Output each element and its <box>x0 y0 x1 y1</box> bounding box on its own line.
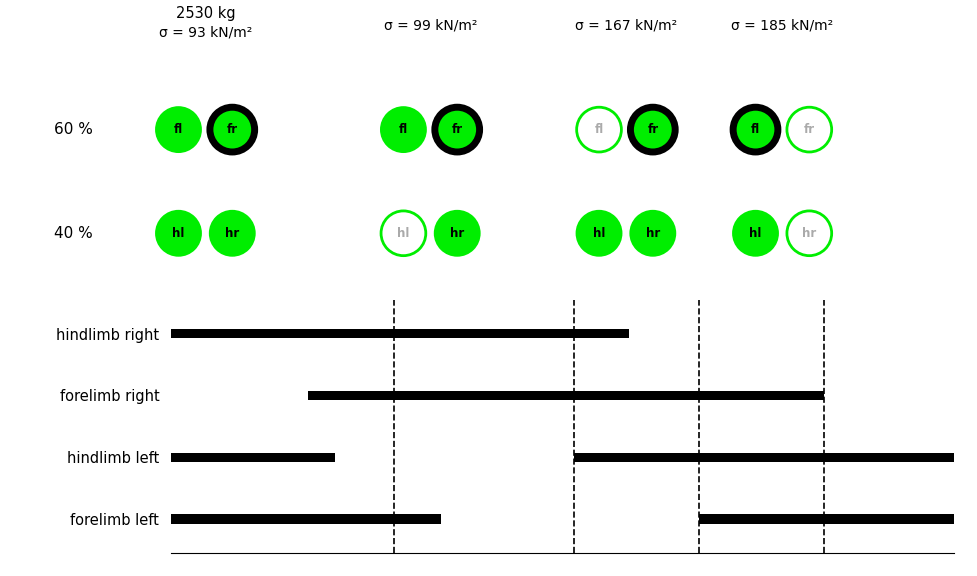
Text: hl: hl <box>592 227 605 240</box>
Text: hr: hr <box>645 227 659 240</box>
Circle shape <box>786 211 830 256</box>
Circle shape <box>576 211 620 256</box>
Text: fl: fl <box>594 123 603 136</box>
Circle shape <box>156 211 200 256</box>
Bar <box>171 514 441 524</box>
Circle shape <box>733 211 777 256</box>
Circle shape <box>786 107 830 152</box>
Text: fl: fl <box>399 123 407 136</box>
Text: hr: hr <box>801 227 816 240</box>
Text: fl: fl <box>750 123 759 136</box>
Circle shape <box>576 107 620 152</box>
Bar <box>699 514 953 524</box>
Circle shape <box>210 211 254 256</box>
Text: σ = 167 kN/m²: σ = 167 kN/m² <box>574 18 676 32</box>
Text: hr: hr <box>449 227 464 240</box>
Text: σ = 185 kN/m²: σ = 185 kN/m² <box>731 18 832 32</box>
Text: 40 %: 40 % <box>54 226 93 241</box>
Text: σ = 93 kN/m²: σ = 93 kN/m² <box>158 26 252 40</box>
Circle shape <box>630 107 674 152</box>
Text: fr: fr <box>647 123 658 136</box>
Text: hl: hl <box>748 227 761 240</box>
Text: hr: hr <box>225 227 239 240</box>
Text: fl: fl <box>174 123 183 136</box>
Bar <box>573 453 953 462</box>
Text: fr: fr <box>227 123 237 136</box>
Bar <box>171 329 628 338</box>
Circle shape <box>733 107 777 152</box>
Circle shape <box>156 107 200 152</box>
Text: 60 %: 60 % <box>54 122 93 137</box>
Text: 2530 kg: 2530 kg <box>176 6 234 21</box>
Circle shape <box>381 107 425 152</box>
Circle shape <box>210 107 254 152</box>
Text: hl: hl <box>397 227 409 240</box>
Circle shape <box>630 211 674 256</box>
Text: fr: fr <box>451 123 462 136</box>
Text: σ = 99 kN/m²: σ = 99 kN/m² <box>383 18 477 32</box>
Circle shape <box>435 107 479 152</box>
Bar <box>308 391 824 400</box>
Text: hl: hl <box>172 227 185 240</box>
Bar <box>171 453 335 462</box>
Text: fr: fr <box>803 123 814 136</box>
Circle shape <box>381 211 425 256</box>
Circle shape <box>435 211 479 256</box>
